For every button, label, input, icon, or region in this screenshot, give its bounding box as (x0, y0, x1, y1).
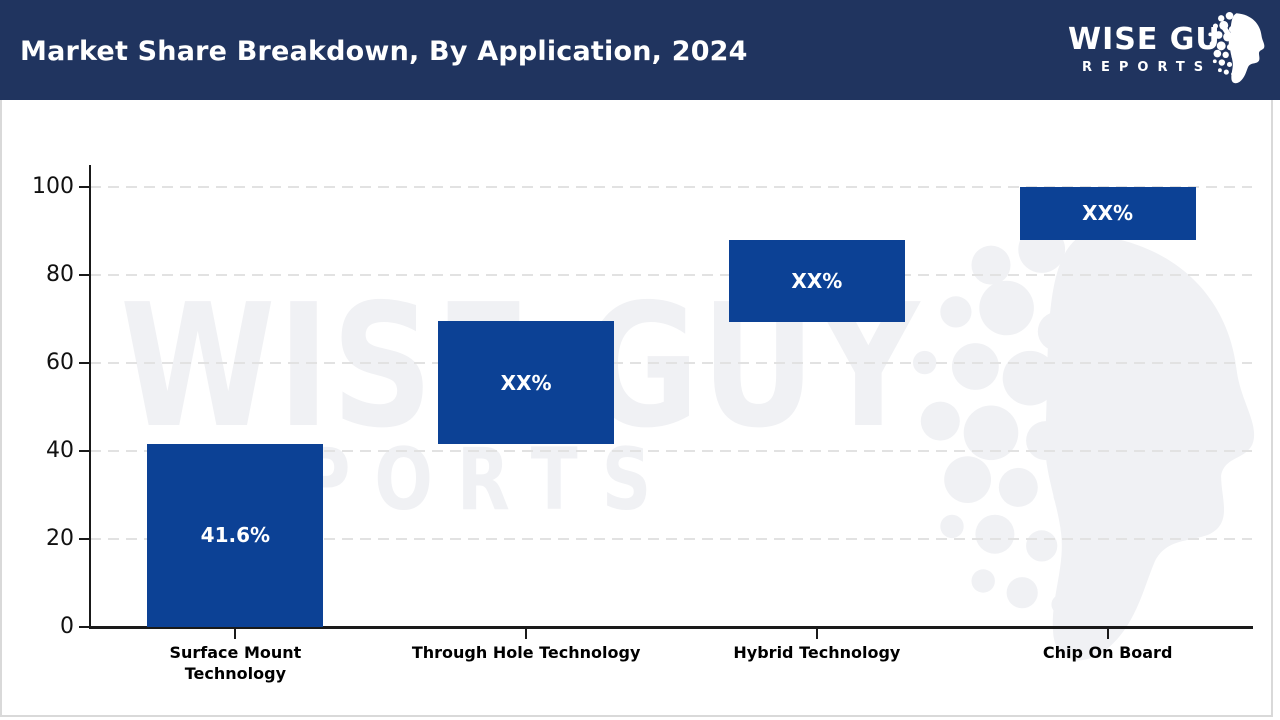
y-axis-tick (79, 538, 89, 541)
gridline (90, 362, 1252, 364)
y-axis-line (88, 165, 91, 629)
category-label: Chip On Board (1042, 643, 1173, 662)
y-axis-tick (79, 362, 89, 365)
bar-value-label: XX% (791, 268, 843, 293)
y-axis-tick (79, 274, 89, 277)
x-axis-tick (1106, 627, 1109, 639)
bar-segment: 41.6% (147, 443, 324, 627)
y-axis-tick-label: 0 (60, 614, 74, 639)
bar-value-label: XX% (1082, 201, 1134, 226)
wise-guy-reports-logo: WISE GUY REPORTS (1036, 8, 1266, 94)
page-title: Market Share Breakdown, By Application, … (20, 36, 748, 67)
gridline (90, 450, 1252, 452)
bar-segment: XX% (438, 321, 615, 444)
gridline (90, 538, 1252, 540)
y-axis-tick-label: 60 (46, 350, 74, 375)
bar-segment: XX% (1019, 187, 1196, 240)
gridline (90, 274, 1252, 276)
x-axis-tick (815, 627, 818, 639)
gridline (90, 186, 1252, 188)
category-label: Through Hole Technology (411, 643, 641, 662)
category-label: Hybrid Technology (733, 643, 901, 662)
logo-head-icon (1208, 11, 1265, 84)
y-axis-tick-label: 20 (46, 526, 74, 551)
y-axis-tick-label: 80 (46, 262, 74, 287)
y-axis-tick (79, 450, 89, 453)
y-axis-tick-label: 100 (32, 174, 74, 199)
bar-segment: XX% (728, 239, 905, 322)
header-bar: Market Share Breakdown, By Application, … (0, 0, 1280, 100)
y-axis-tick (79, 626, 89, 629)
x-axis-line (88, 626, 1253, 629)
x-axis-tick (234, 627, 237, 639)
y-axis-tick (79, 186, 89, 189)
category-label: Surface Mount Technology (169, 643, 302, 683)
bar-value-label: 41.6% (200, 523, 271, 548)
plot-area: 0 20 40 60 80 100 41.6% Surface Mount Technolog… (2, 100, 1273, 715)
chart-panel: WISE GUY REPORTS 0 20 40 60 80 100 41.6% Surfac… (0, 100, 1273, 717)
logo-wordmark: WISE GUY (1068, 22, 1244, 57)
x-axis-tick (525, 627, 528, 639)
logo-subtitle: REPORTS (1082, 60, 1213, 75)
bar-value-label: XX% (500, 370, 552, 395)
y-axis-tick-label: 40 (46, 438, 74, 463)
